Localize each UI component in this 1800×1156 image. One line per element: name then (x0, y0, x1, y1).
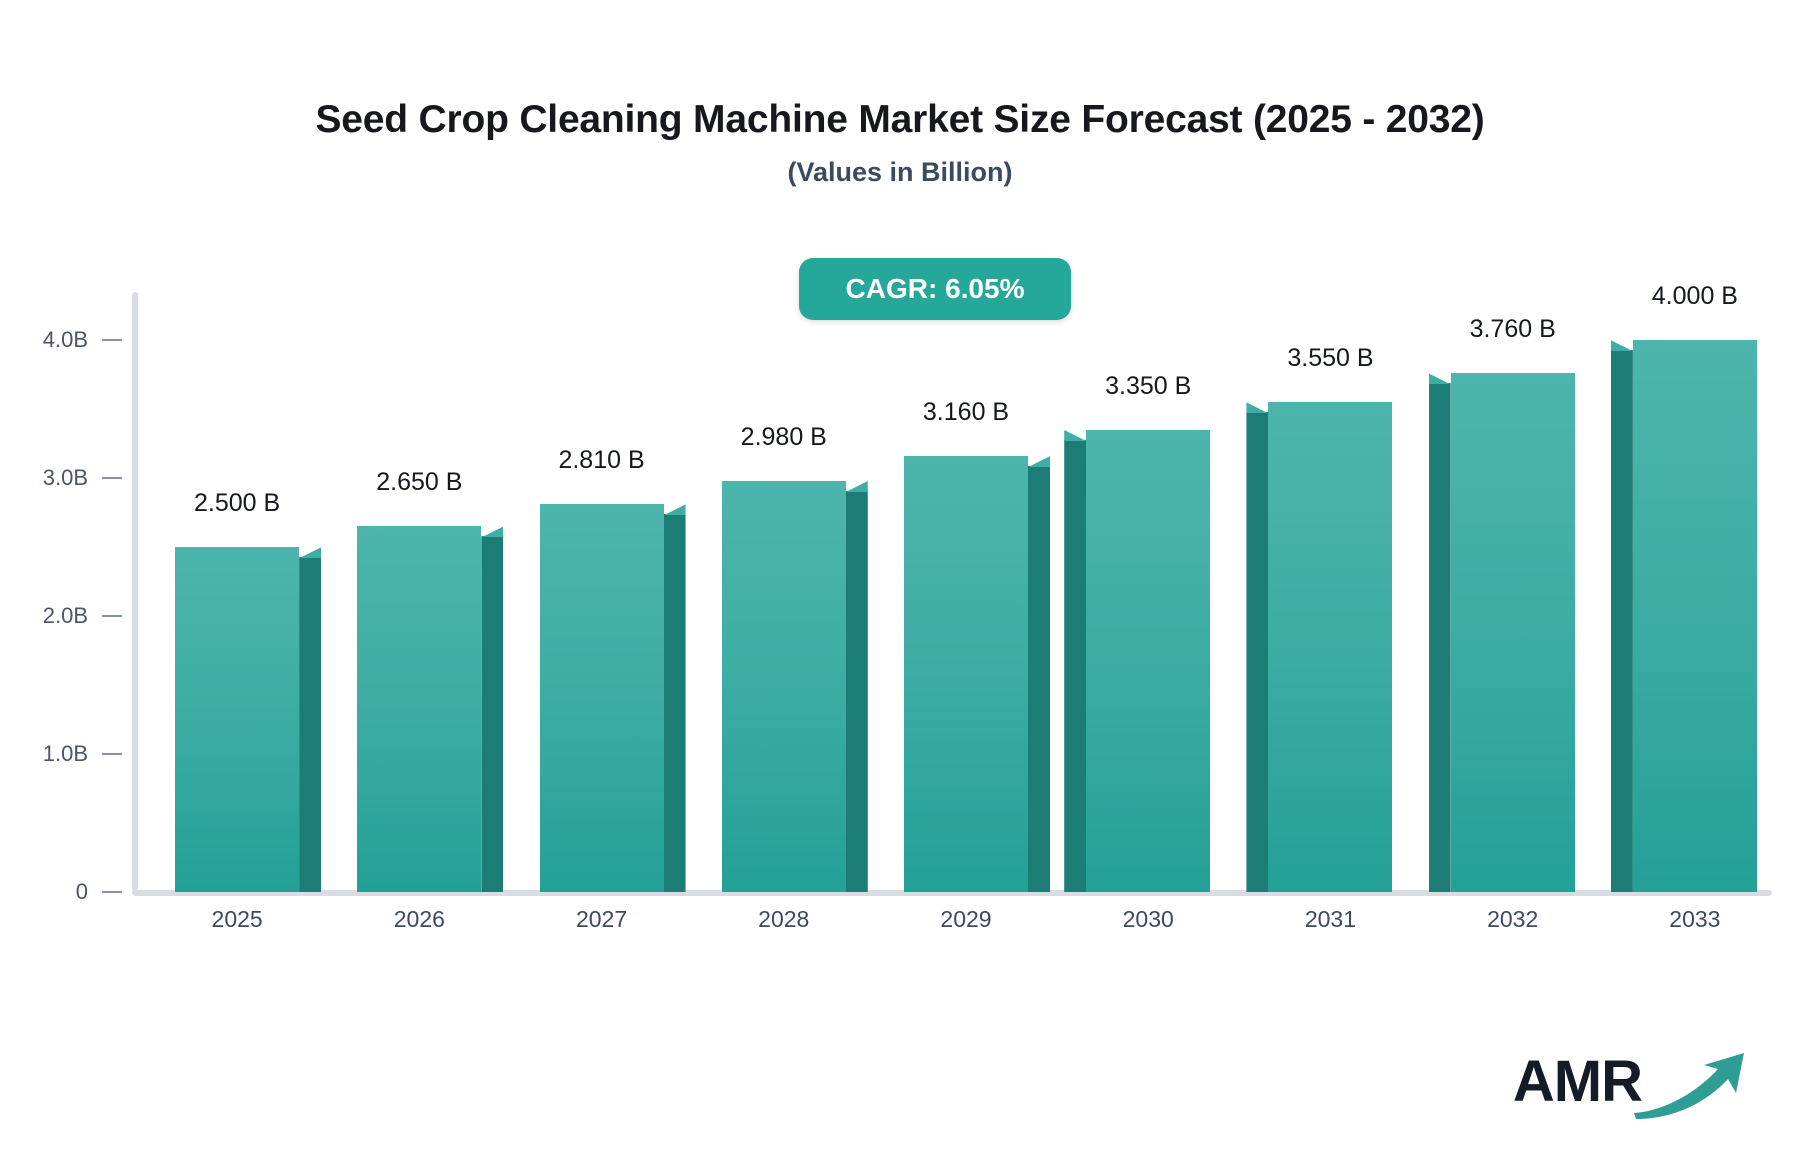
x-axis-tick-label: 2030 (1122, 906, 1174, 932)
bar: 3.550 B (1246, 344, 1393, 892)
bar: 4.000 B (1610, 282, 1757, 892)
bar-group: 2.500 B (175, 292, 322, 892)
bars-layer: 2.500 B 2.650 B 2.810 B 2.980 B 3.160 B 3.350… (132, 282, 1772, 892)
bar-side-face (1610, 350, 1633, 892)
bar-value-label: 4.000 B (1651, 282, 1738, 311)
bar-group: 3.550 B (1246, 292, 1393, 892)
bar-value-label: 3.160 B (922, 398, 1010, 427)
bar-side-face (1246, 412, 1269, 892)
x-axis-tick-label: 2025 (211, 906, 263, 932)
bar-value-label: 3.350 B (1105, 371, 1192, 400)
bar-side-face (845, 490, 868, 892)
bar: 2.650 B (357, 468, 504, 892)
bar-side-face (1028, 466, 1050, 892)
growth-arrow-icon (1632, 1051, 1752, 1126)
bar-front-face (904, 456, 1028, 892)
chart-subtitle: (Values in Billion) (787, 156, 1013, 187)
bar-group: 2.980 B (721, 292, 868, 892)
bar-side-face (663, 514, 686, 892)
bar-group: 2.650 B (357, 292, 504, 892)
y-axis-tick-mark (102, 477, 122, 480)
y-axis-tick-mark (102, 753, 122, 756)
bar-value-label: 2.650 B (376, 468, 463, 497)
bar-front-face (1086, 429, 1211, 892)
bar-top-face (663, 504, 686, 516)
bar-top-face (845, 480, 868, 492)
bar-side-face (1428, 383, 1451, 892)
bar-side-face (481, 536, 504, 892)
y-axis-line (132, 292, 138, 892)
y-axis-tick: 3.0B (2, 465, 132, 491)
bar-top-face (1028, 456, 1050, 468)
y-axis-tick: 1.0B (2, 741, 132, 767)
bar-top-face (1428, 373, 1451, 385)
bar-value-label: 3.760 B (1469, 315, 1556, 344)
x-axis-tick-label: 2029 (940, 906, 992, 932)
bar: 3.350 B (1064, 372, 1211, 892)
y-axis-tick-mark (102, 615, 122, 618)
bar-group: 4.000 B (1610, 282, 1757, 892)
x-axis-tick-label: 2032 (1487, 906, 1539, 932)
bar-side-face (299, 557, 322, 892)
bar-top-face (481, 526, 504, 538)
title-block: Seed Crop Cleaning Machine Market Size F… (0, 98, 1800, 188)
y-axis-tick-mark (102, 339, 122, 342)
bar: 2.810 B (539, 446, 686, 892)
x-axis-labels: 2025 2026 2027 2028 2029 2030 2031 2032 2033 (132, 906, 1772, 946)
amr-logo-text: AMR (1512, 1049, 1643, 1114)
y-axis-tick: 4.0B (2, 327, 132, 353)
bar-group: 3.350 B (1064, 292, 1211, 892)
bar-front-face (175, 547, 300, 892)
bar-side-face (1064, 439, 1087, 892)
x-axis-line (132, 890, 1772, 896)
bar: 2.980 B (721, 423, 868, 892)
bar-front-face (1268, 402, 1393, 892)
y-axis-tick: 2.0B (2, 603, 132, 629)
chart-title: Seed Crop Cleaning Machine Market Size F… (315, 98, 1485, 141)
amr-logo: AMR (1513, 1042, 1752, 1122)
x-axis-tick-label: 2028 (758, 906, 810, 932)
bar-value-label: 2.500 B (194, 489, 281, 518)
bar-top-face (1064, 429, 1087, 441)
y-axis-tick-label: 0 (75, 879, 88, 904)
bar-front-face (1450, 373, 1575, 892)
bar-front-face (539, 504, 664, 892)
bar-value-label: 3.550 B (1287, 344, 1374, 373)
bar-front-face (357, 526, 482, 892)
y-axis-tick-mark (102, 891, 122, 893)
x-axis-tick-label: 2027 (575, 906, 628, 932)
y-axis-tick-label: 4.0B (42, 327, 88, 353)
bar-group: 3.760 B (1428, 292, 1575, 892)
x-axis-tick-label: 2033 (1669, 906, 1721, 932)
x-axis-tick-label: 2026 (393, 906, 445, 932)
bar-top-face (1610, 340, 1633, 352)
bar-group: 3.160 B (904, 292, 1050, 892)
y-axis-tick: 0 (2, 879, 132, 905)
bar-value-label: 2.980 B (740, 422, 827, 451)
bar: 2.500 B (175, 489, 322, 892)
bar: 3.760 B (1428, 315, 1575, 892)
bar-front-face (721, 480, 846, 892)
x-axis-tick-label: 2031 (1304, 906, 1357, 932)
bar-value-label: 2.810 B (558, 446, 645, 475)
y-axis-tick-label: 2.0B (42, 603, 88, 629)
bar-top-face (299, 547, 322, 559)
y-axis-tick-label: 3.0B (42, 465, 88, 491)
cagr-badge: CAGR: 6.05% (799, 258, 1071, 320)
bar-front-face (1632, 340, 1757, 892)
y-axis-tick-label: 1.0B (42, 741, 88, 767)
bar-top-face (1246, 402, 1269, 414)
bar: 3.160 B (904, 398, 1050, 892)
bar-group: 2.810 B (539, 292, 686, 892)
